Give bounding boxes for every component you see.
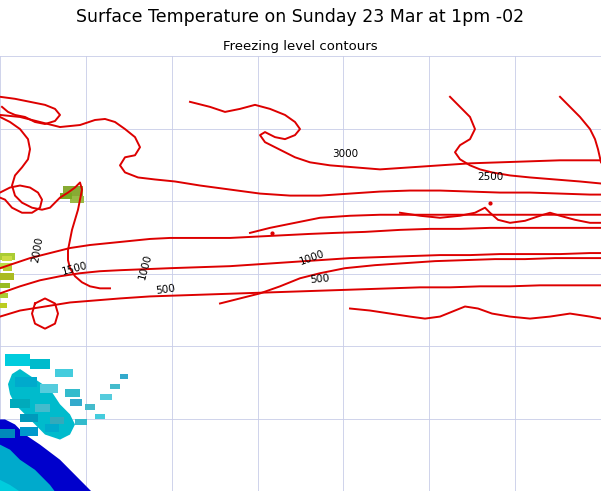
Bar [35, 404, 50, 412]
Text: 2500: 2500 [477, 172, 503, 183]
Bar [0, 294, 8, 299]
Bar [110, 384, 120, 389]
Bar [15, 377, 37, 387]
Bar [45, 424, 59, 432]
Bar [95, 414, 105, 419]
Bar [40, 384, 58, 393]
Bar [85, 404, 95, 410]
Bar [3, 266, 12, 271]
Text: 500: 500 [310, 273, 330, 285]
Bar [65, 389, 80, 397]
Bar [20, 428, 38, 436]
Bar [70, 195, 84, 203]
Bar [100, 394, 112, 400]
Text: Freezing level contours: Freezing level contours [223, 40, 378, 53]
Bar [50, 417, 64, 424]
Bar [0, 253, 15, 260]
Text: 2000: 2000 [31, 236, 45, 263]
Text: 500: 500 [154, 284, 175, 297]
Polygon shape [0, 419, 120, 491]
Text: 1000: 1000 [137, 252, 153, 280]
Bar [60, 192, 72, 199]
Bar [0, 303, 7, 307]
Bar [30, 359, 50, 369]
Bar [120, 374, 128, 379]
Polygon shape [8, 369, 75, 439]
Bar [10, 399, 30, 409]
Bar [0, 283, 10, 288]
Bar [70, 399, 82, 407]
Bar [0, 430, 15, 437]
Text: Surface Temperature on Sunday 23 Mar at 1pm -02: Surface Temperature on Sunday 23 Mar at … [76, 8, 525, 26]
Text: 1500: 1500 [61, 261, 89, 277]
Polygon shape [0, 445, 90, 491]
Bar [55, 369, 73, 377]
Text: 1000: 1000 [298, 249, 326, 267]
Bar [2, 256, 12, 261]
Bar [0, 263, 12, 269]
Bar [5, 354, 30, 366]
Bar [63, 186, 83, 195]
Bar [75, 419, 87, 426]
Polygon shape [0, 480, 65, 491]
Bar [20, 414, 38, 422]
Text: 3000: 3000 [332, 149, 358, 159]
Bar [0, 273, 14, 280]
